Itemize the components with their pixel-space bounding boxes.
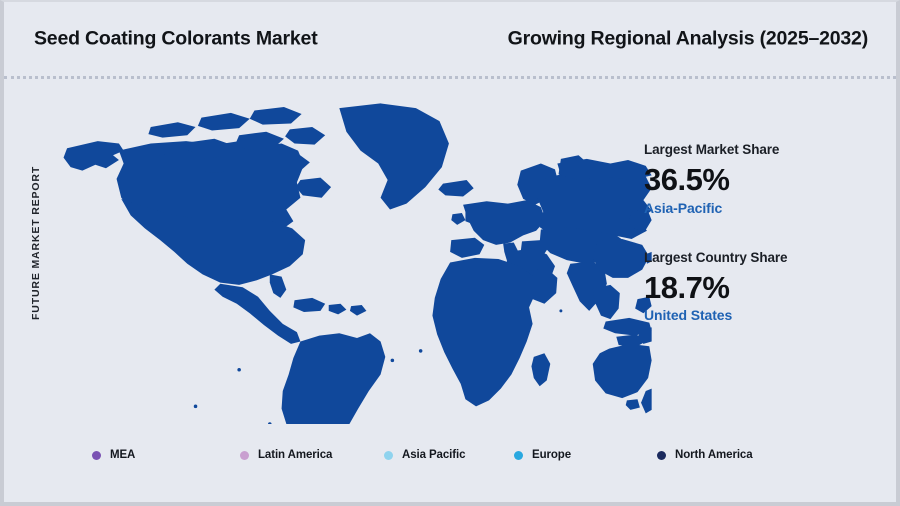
legend-label: MEA xyxy=(110,449,136,461)
world-map xyxy=(62,94,652,424)
stat-largest-country-share: Largest Country Share 18.7% United State… xyxy=(644,250,894,324)
legend-label: Asia Pacific xyxy=(402,449,466,461)
stat-largest-market-share: Largest Market Share 36.5% Asia-Pacific xyxy=(644,142,894,216)
legend-item-north-america: North America xyxy=(657,449,753,461)
stats-panel: Largest Market Share 36.5% Asia-Pacific … xyxy=(644,142,894,357)
stat-value: 36.5% xyxy=(644,162,730,197)
world-map-svg xyxy=(63,103,652,424)
legend-item-asia-pacific: Asia Pacific xyxy=(384,449,465,461)
stat-value: 18.7% xyxy=(644,269,730,305)
legend-label: North America xyxy=(675,449,753,461)
world-map-landmasses xyxy=(63,103,652,424)
stat-label: Largest Market Share xyxy=(644,142,780,157)
map-legend: MEA Latin America Asia Pacific Europe No… xyxy=(92,449,832,469)
legend-item-latin-america: Latin America xyxy=(240,449,332,461)
stat-region: United States xyxy=(644,307,733,324)
legend-dot-icon xyxy=(240,450,249,460)
legend-label: Latin America xyxy=(258,449,333,461)
legend-dot-icon xyxy=(384,450,393,460)
brand-vertical-label: FUTURE MARKET REPORT xyxy=(30,165,42,320)
page-subtitle: Growing Regional Analysis (2025–2032) xyxy=(507,27,869,50)
stat-label: Largest Country Share xyxy=(644,249,788,265)
header-divider xyxy=(4,76,896,79)
page-title: Seed Coating Colorants Market xyxy=(34,27,318,50)
legend-dot-icon xyxy=(514,450,523,460)
legend-dot-icon xyxy=(92,450,101,460)
stat-region: Asia-Pacific xyxy=(644,199,723,216)
header: Seed Coating Colorants Market Growing Re… xyxy=(4,2,896,76)
legend-item-europe: Europe xyxy=(514,449,571,461)
legend-dot-icon xyxy=(657,450,666,460)
legend-item-mea: MEA xyxy=(92,449,135,461)
legend-label: Europe xyxy=(532,449,572,461)
